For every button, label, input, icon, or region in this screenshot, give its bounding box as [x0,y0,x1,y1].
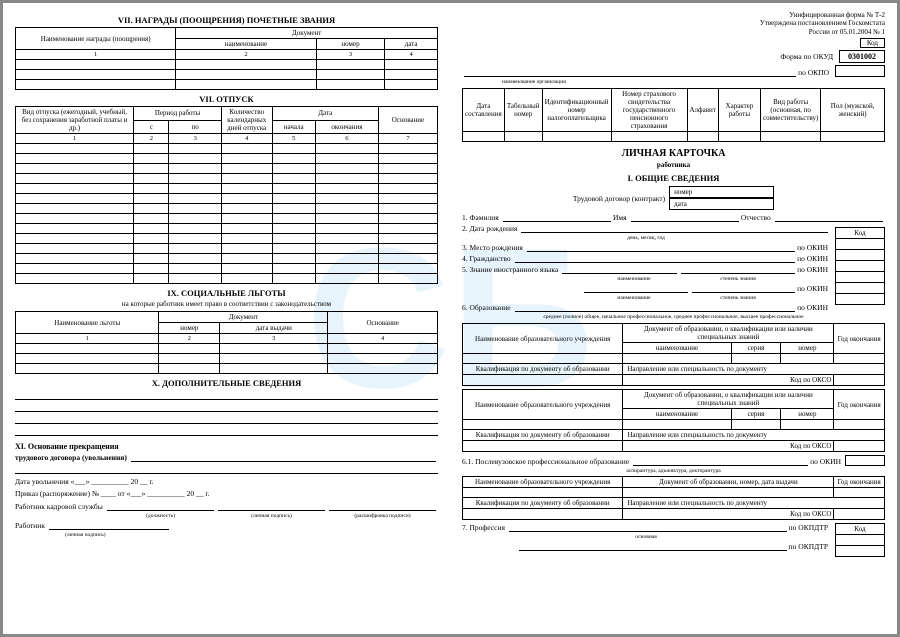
awards-table: Наименование награды (поощрения)Документ… [15,27,438,90]
edu-table-2: Наименование образовательного учреждения… [462,389,885,452]
edu-table-1: Наименование образовательного учреждения… [462,323,885,386]
sec9-title: IX. СОЦИАЛЬНЫЕ ЛЬГОТЫ [15,288,438,298]
header-table: Дата составления Табельный номер Идентиф… [462,88,885,142]
sec7b-title: VII. ОТПУСК [15,94,438,104]
order-line: Приказ (распоряжение) № ____ от «___» __… [15,489,438,498]
left-page: VII. НАГРАДЫ (ПООЩРЕНИЯ) ПОЧЕТНЫЕ ЗВАНИЯ… [3,3,450,634]
edu-table-3: Наименование образовательного учреждения… [462,476,885,520]
sec1-title: I. ОБЩИЕ СВЕДЕНИЯ [462,173,885,183]
sec11-title: XI. Основание прекращения [15,442,438,451]
dismiss-date: Дата увольнения «___» __________ 20 __ г… [15,477,438,486]
benefits-table: Наименование льготыДокументОснование ном… [15,311,438,374]
okud-code: 0301002 [839,50,885,63]
card-title: ЛИЧНАЯ КАРТОЧКА [462,148,885,159]
vacation-table: Вид отпуска (ежегодный, учебный, без сох… [15,106,438,284]
right-page: Унифицированная форма № Т-2 Утверждена п… [450,3,897,634]
sec7-title: VII. НАГРАДЫ (ПООЩРЕНИЯ) ПОЧЕТНЫЕ ЗВАНИЯ [15,15,438,25]
form-header: Унифицированная форма № Т-2 Утверждена п… [462,11,885,36]
sec9-sub: на которые работник имеет право в соотве… [15,300,438,308]
sec10-title: X. ДОПОЛНИТЕЛЬНЫЕ СВЕДЕНИЯ [15,378,438,388]
